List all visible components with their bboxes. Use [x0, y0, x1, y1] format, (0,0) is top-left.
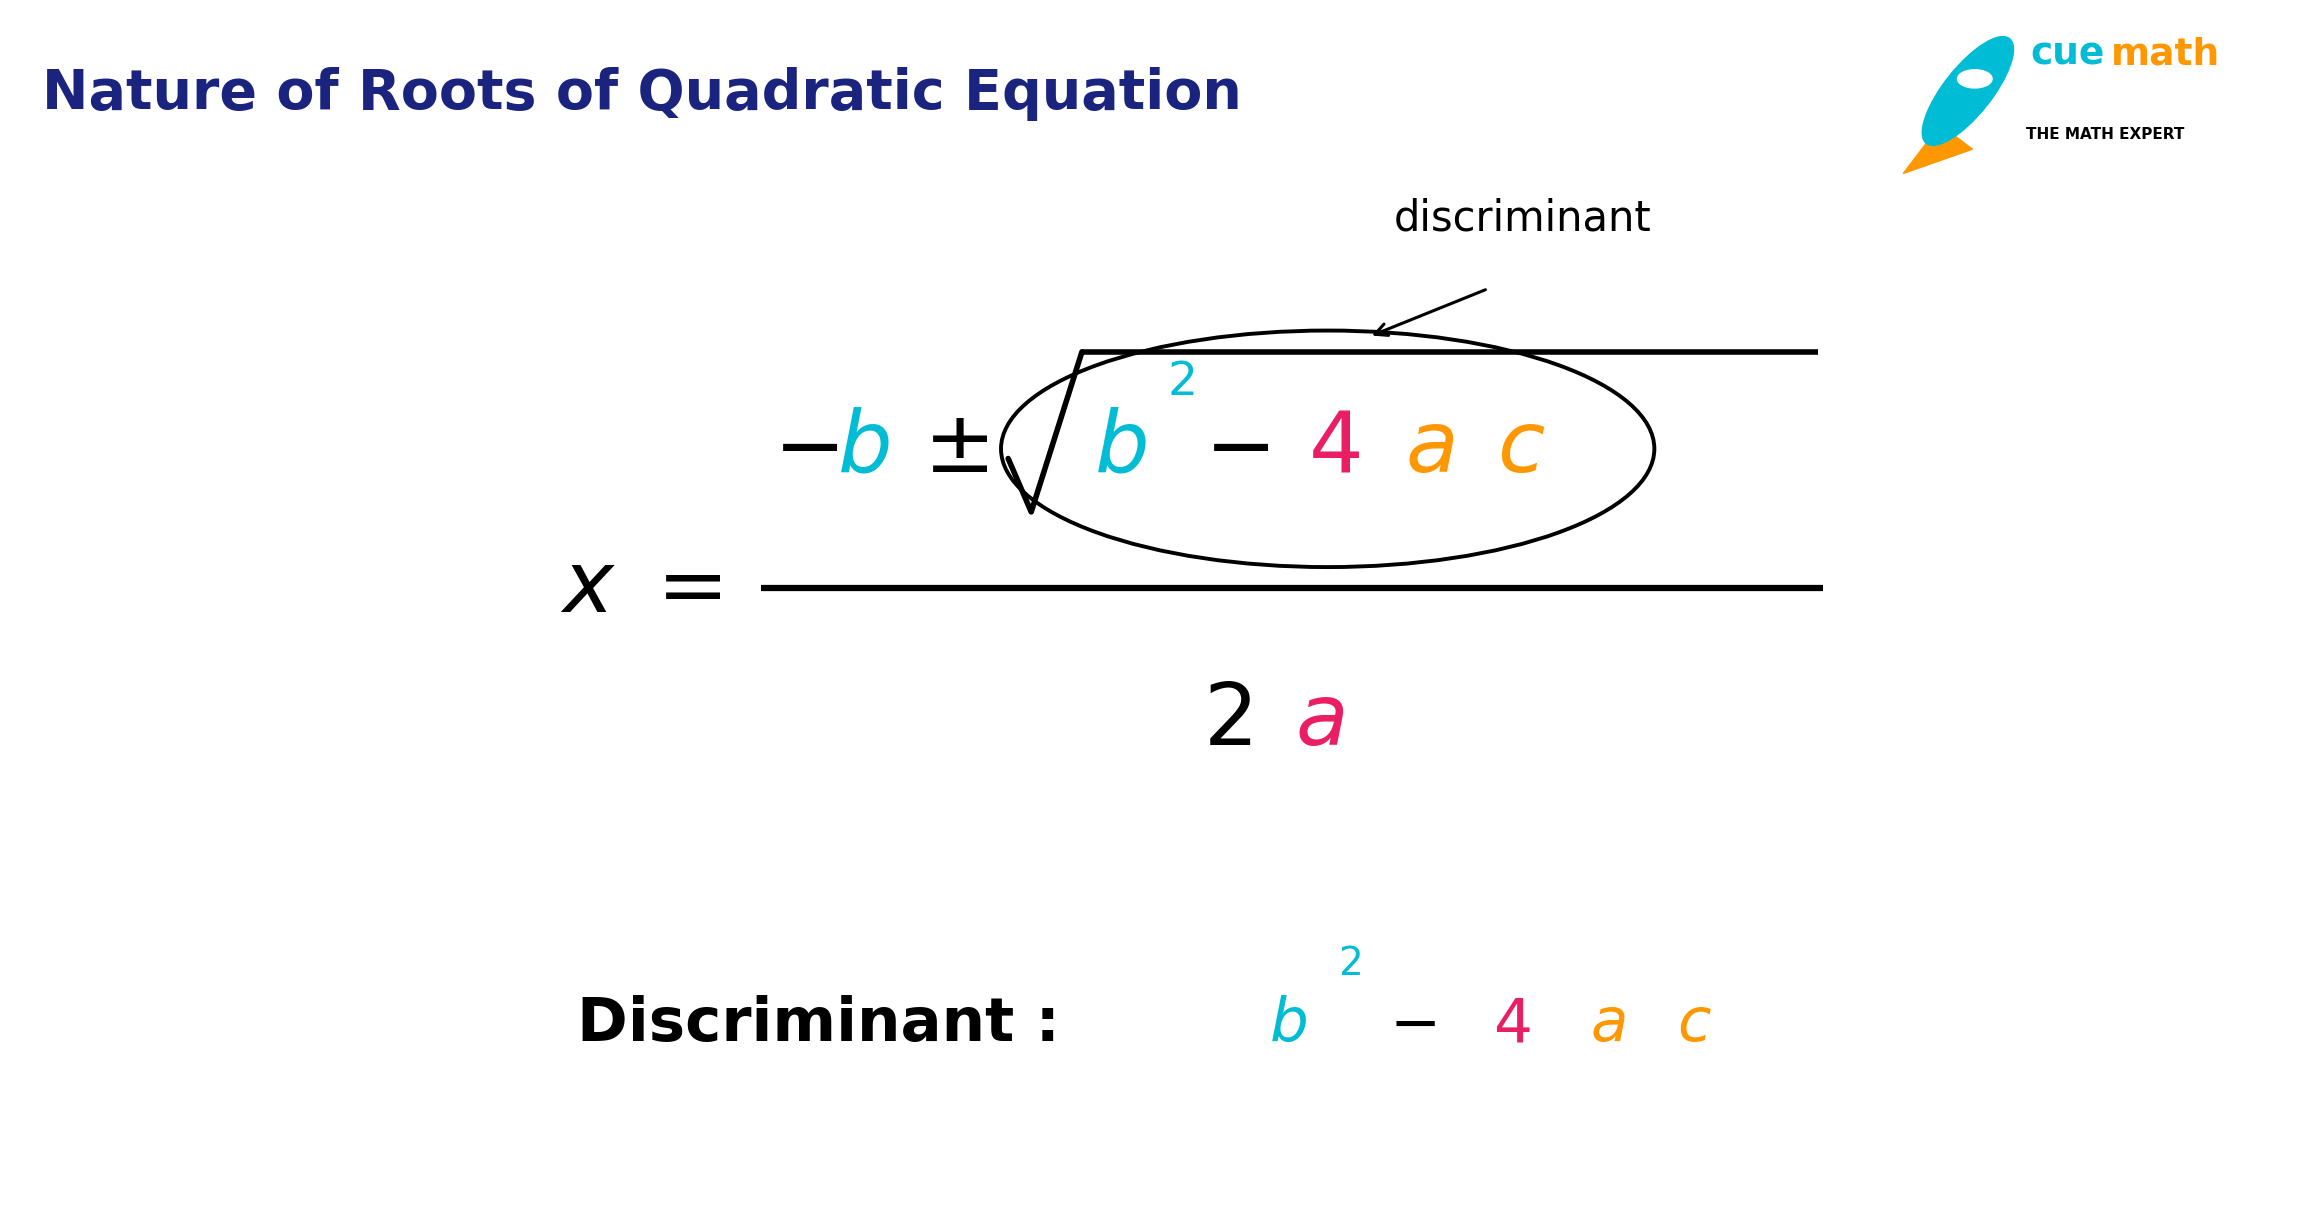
Text: $2$: $2$ — [1204, 680, 1250, 763]
Text: $\pm$: $\pm$ — [923, 408, 987, 490]
Text: $a$: $a$ — [1590, 996, 1624, 1054]
Text: $-$: $-$ — [1389, 996, 1435, 1054]
Text: $-$: $-$ — [1204, 408, 1269, 490]
Text: THE MATH EXPERT: THE MATH EXPERT — [2026, 127, 2185, 142]
Text: $a$: $a$ — [1294, 680, 1345, 763]
Text: discriminant: discriminant — [1393, 198, 1652, 239]
Text: $a$: $a$ — [1405, 408, 1453, 490]
Text: $=$: $=$ — [639, 547, 722, 630]
Text: cue: cue — [2030, 36, 2104, 73]
Text: $b$: $b$ — [837, 408, 891, 490]
Text: $2$: $2$ — [1167, 359, 1195, 405]
Text: $2$: $2$ — [1338, 945, 1361, 984]
Text: $x$: $x$ — [561, 547, 616, 630]
Text: $-$: $-$ — [773, 408, 837, 490]
Text: $4$: $4$ — [1493, 996, 1530, 1054]
Text: $4$: $4$ — [1308, 408, 1361, 490]
Text: $b$: $b$ — [1094, 408, 1147, 490]
Text: math: math — [2111, 36, 2219, 73]
Circle shape — [1956, 69, 1991, 89]
Polygon shape — [1903, 125, 1972, 173]
Text: $c$: $c$ — [1677, 996, 1712, 1054]
Ellipse shape — [1922, 36, 2014, 146]
Text: Nature of Roots of Quadratic Equation: Nature of Roots of Quadratic Equation — [42, 67, 1241, 121]
Text: $b$: $b$ — [1269, 996, 1306, 1054]
Text: Discriminant :: Discriminant : — [577, 996, 1082, 1054]
Text: $c$: $c$ — [1497, 408, 1546, 490]
